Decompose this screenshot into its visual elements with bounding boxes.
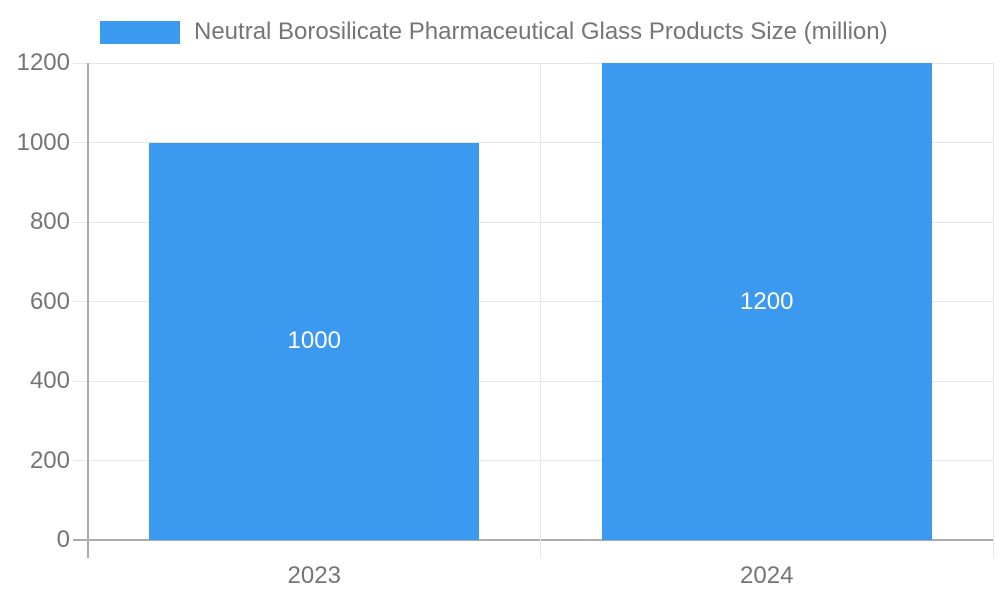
gridline-vertical xyxy=(992,63,994,558)
x-tick-label: 2024 xyxy=(740,562,794,589)
gridline-horizontal xyxy=(73,142,993,143)
x-axis-line xyxy=(73,539,993,541)
y-tick-label: 600 xyxy=(29,287,70,315)
y-tick-label: 0 xyxy=(56,526,70,554)
y-tick-label: 800 xyxy=(29,208,70,236)
gridline-horizontal xyxy=(73,221,993,223)
gridline-horizontal xyxy=(73,301,993,302)
gridline-horizontal xyxy=(73,460,993,461)
y-tick-label: 1000 xyxy=(16,128,70,156)
legend-item[interactable]: Neutral Borosilicate Pharmaceutical Glas… xyxy=(100,14,888,50)
bar-2024[interactable] xyxy=(601,63,932,540)
gridline-vertical xyxy=(540,63,541,558)
y-tick-label: 1200 xyxy=(16,49,70,77)
gridline-horizontal xyxy=(73,62,993,64)
gridline-horizontal xyxy=(73,380,993,382)
bar-2023[interactable] xyxy=(149,142,480,540)
y-tick-label: 200 xyxy=(29,446,70,474)
x-tick-label: 2023 xyxy=(287,562,341,589)
y-axis-line xyxy=(87,63,89,558)
bar-value-label: 1000 xyxy=(287,327,341,355)
bar-value-label: 1200 xyxy=(740,287,794,315)
legend-swatch xyxy=(100,20,180,44)
y-tick-label: 400 xyxy=(29,367,70,395)
legend-label: Neutral Borosilicate Pharmaceutical Glas… xyxy=(194,18,888,45)
